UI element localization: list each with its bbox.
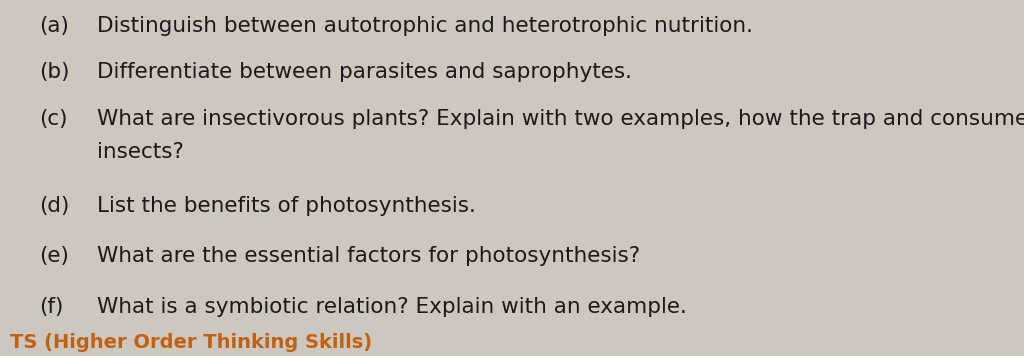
Text: What is a symbiotic relation? Explain with an example.: What is a symbiotic relation? Explain wi…: [97, 297, 687, 317]
Text: (b): (b): [39, 62, 70, 82]
Text: Distinguish between autotrophic and heterotrophic nutrition.: Distinguish between autotrophic and hete…: [97, 16, 754, 36]
Text: (a): (a): [39, 16, 69, 36]
Text: (c): (c): [39, 109, 68, 129]
Text: (f): (f): [39, 297, 63, 317]
Text: insects?: insects?: [97, 142, 184, 162]
Text: TS (Higher Order Thinking Skills): TS (Higher Order Thinking Skills): [10, 334, 373, 352]
Text: Differentiate between parasites and saprophytes.: Differentiate between parasites and sapr…: [97, 62, 632, 82]
Text: List the benefits of photosynthesis.: List the benefits of photosynthesis.: [97, 196, 476, 216]
Text: What are insectivorous plants? Explain with two examples, how the trap and consu: What are insectivorous plants? Explain w…: [97, 109, 1024, 129]
Text: (d): (d): [39, 196, 70, 216]
Text: (e): (e): [39, 246, 69, 266]
Text: What are the essential factors for photosynthesis?: What are the essential factors for photo…: [97, 246, 640, 266]
